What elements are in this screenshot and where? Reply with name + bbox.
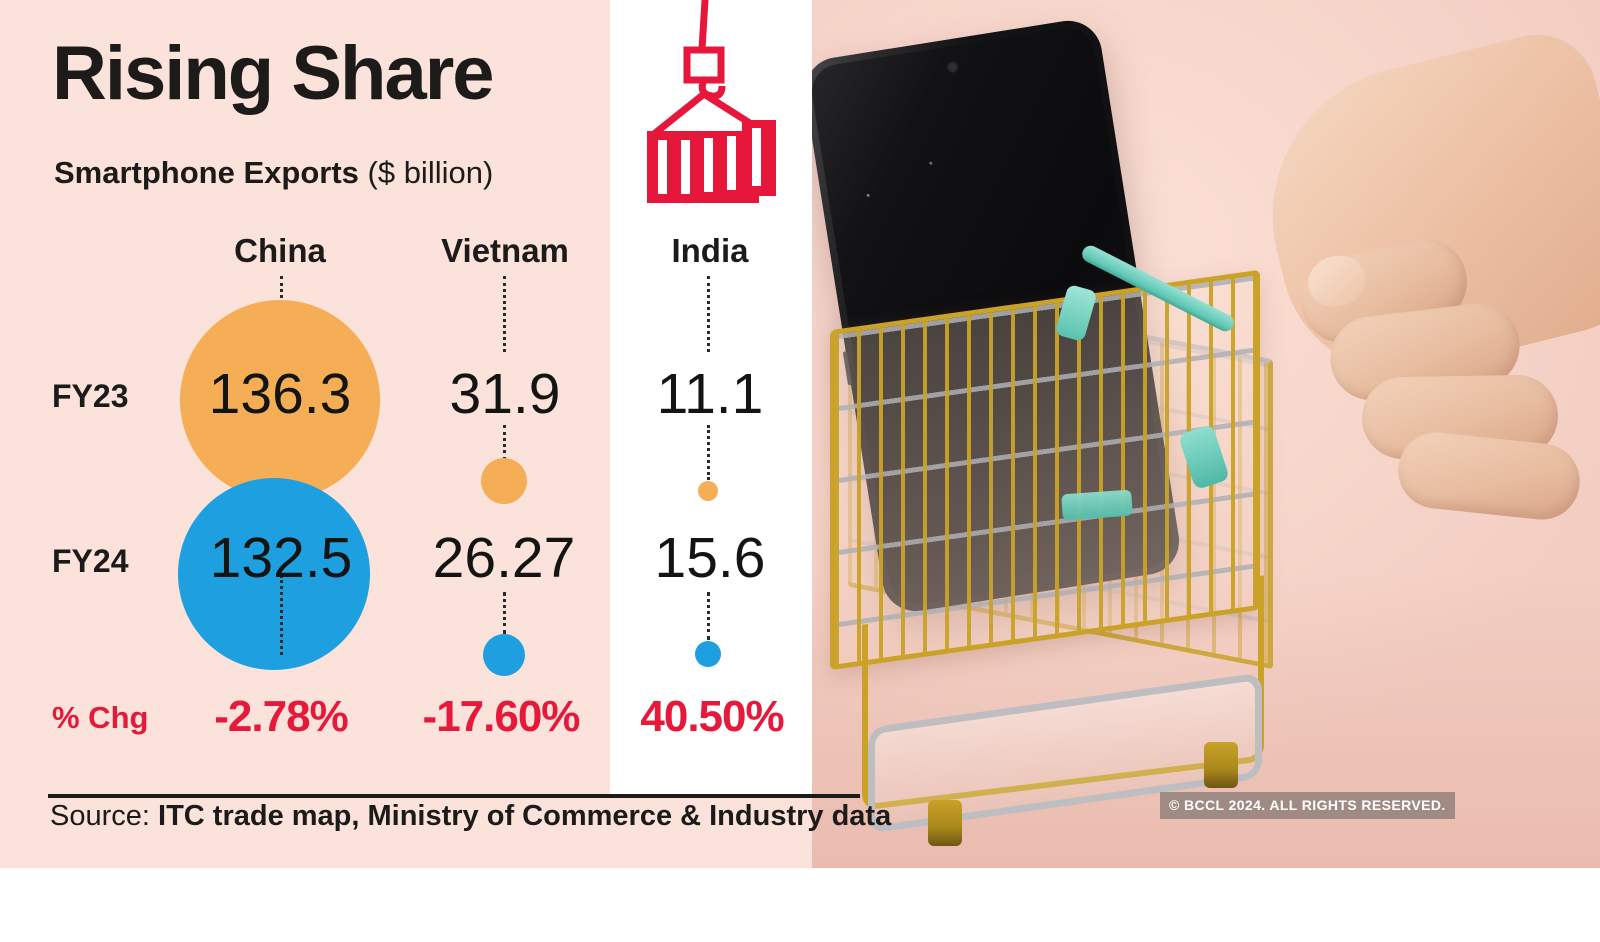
hand-finger-little — [1394, 428, 1584, 524]
bubble-fy23-india — [698, 481, 718, 501]
bubble-fy24-china — [178, 478, 370, 670]
source-label: Source: — [50, 800, 150, 832]
hand — [1212, 22, 1600, 524]
row-label-pct-chg: % Chg — [52, 700, 149, 735]
cart-wheel-rear — [1204, 742, 1238, 788]
bubble-fy23-vietnam — [481, 458, 527, 504]
footer-divider — [48, 794, 860, 798]
subtitle-unit: ($ billion) — [367, 155, 494, 190]
column-header-vietnam: Vietnam — [441, 232, 569, 269]
page-title: Rising Share — [52, 31, 495, 116]
row-label-fy23: FY23 — [52, 378, 129, 414]
pct-chg-india: 40.50% — [640, 692, 784, 741]
source-body: ITC trade map, Ministry of Commerce & In… — [158, 800, 892, 832]
copyright-badge: © BCCL 2024. ALL RIGHTS RESERVED. — [1160, 792, 1455, 819]
page-subtitle: Smartphone Exports ($ billion) — [54, 155, 493, 191]
column-header-india: India — [671, 232, 749, 269]
value-fy23-vietnam: 31.9 — [449, 362, 561, 426]
bottom-white-strip — [0, 868, 1600, 942]
bubble-fy24-india — [695, 641, 721, 667]
value-fy24-vietnam: 26.27 — [432, 526, 576, 590]
subtitle-main: Smartphone Exports — [54, 155, 359, 190]
value-fy23-china: 136.3 — [208, 362, 352, 426]
value-fy24-india: 15.6 — [654, 526, 766, 590]
bubble-fy23-china — [180, 300, 380, 500]
shipping-container-crane-icon — [647, 0, 776, 203]
dotline-china-bottom — [280, 575, 283, 655]
source-line: Source: ITC trade map, Ministry of Comme… — [50, 800, 891, 833]
cart-handle-inner — [1061, 489, 1133, 521]
column-header-china: China — [234, 232, 326, 269]
dotline-vietnam-mid2 — [503, 592, 506, 634]
dotline-india-top — [707, 276, 710, 352]
value-fy23-india: 11.1 — [656, 362, 764, 426]
cart-wheel-front — [928, 800, 962, 846]
pct-chg-china: -2.78% — [214, 692, 348, 741]
product-photo — [812, 0, 1600, 868]
dotline-india-mid1 — [707, 425, 710, 480]
dotline-vietnam-top — [503, 276, 506, 352]
pct-chg-vietnam: -17.60% — [422, 692, 581, 741]
bubble-fy24-vietnam — [483, 634, 525, 676]
dotline-vietnam-mid1 — [503, 425, 506, 460]
dotline-india-mid2 — [707, 592, 710, 640]
row-label-fy24: FY24 — [52, 543, 129, 579]
value-fy24-china: 132.5 — [209, 526, 353, 590]
